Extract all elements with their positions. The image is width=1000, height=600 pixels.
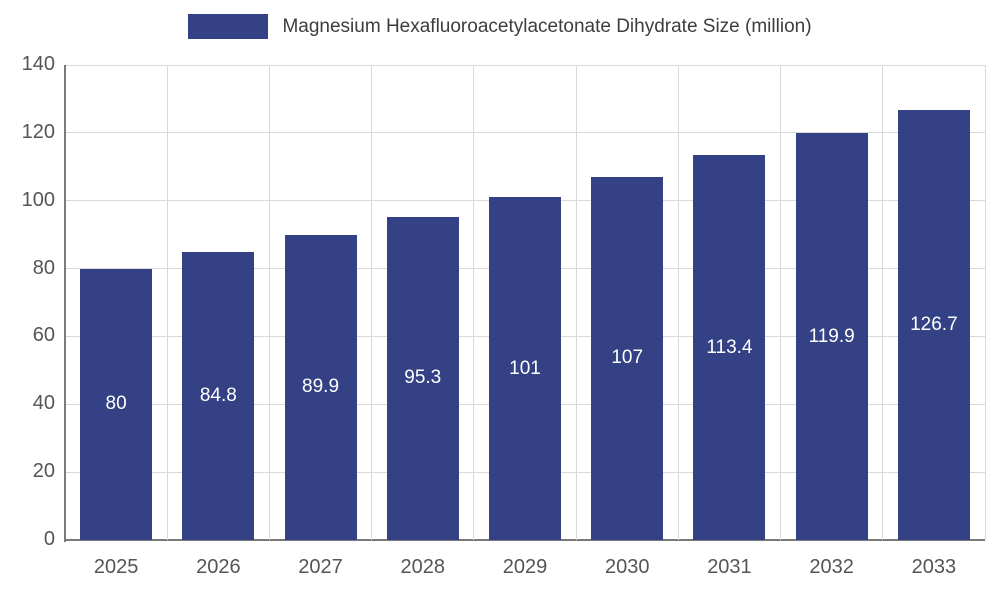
y-tick-label: 120 (21, 120, 55, 143)
y-tick-label: 100 (21, 188, 55, 211)
bar (693, 155, 766, 540)
gridline-horizontal (65, 64, 985, 66)
x-axis-line (65, 539, 985, 541)
bar (897, 110, 970, 540)
legend-swatch (188, 14, 269, 39)
x-tick-label: 2029 (502, 556, 548, 578)
bar-value-label: 89.9 (302, 376, 340, 398)
bar (386, 216, 459, 540)
bar (80, 268, 153, 540)
y-tick-label: 80 (32, 256, 55, 279)
bar (182, 252, 255, 540)
gridline-vertical (984, 65, 986, 540)
gridline-vertical (780, 65, 782, 540)
bar-value-label: 113.4 (706, 336, 753, 358)
gridline-vertical (575, 65, 577, 540)
gridline-vertical (677, 65, 679, 540)
y-tick-label: 0 (43, 528, 55, 550)
bar-value-label: 80 (105, 393, 127, 415)
gridline-vertical (371, 65, 373, 540)
y-tick-label: 60 (32, 324, 55, 347)
gridline-vertical (166, 65, 168, 540)
x-tick-label: 2027 (298, 556, 343, 578)
bar (284, 234, 357, 540)
gridline-vertical (473, 65, 475, 540)
legend: Magnesium Hexafluoroacetylacetonate Dihy… (0, 14, 1000, 39)
y-tick-label: 40 (32, 392, 55, 415)
bar (795, 133, 868, 540)
y-tick-label: 140 (21, 53, 55, 75)
bar-value-label: 107 (611, 347, 644, 369)
x-tick-label: 2025 (93, 556, 139, 578)
gridline-horizontal (65, 132, 985, 134)
x-tick-label: 2028 (400, 556, 446, 578)
bar-value-label: 126.7 (910, 314, 958, 336)
y-tick-label: 20 (32, 460, 55, 483)
bar-value-label: 95.3 (404, 367, 442, 389)
bar (591, 176, 664, 540)
bar (489, 197, 561, 540)
x-tick-label: 2026 (196, 556, 241, 578)
x-tick-label: 2030 (604, 556, 650, 578)
bar-value-label: 101 (509, 357, 541, 379)
gridline-vertical (268, 65, 270, 540)
bar-value-label: 119.9 (808, 325, 855, 347)
x-tick-label: 2032 (809, 556, 854, 578)
y-axis-line (64, 65, 66, 542)
legend-label: Magnesium Hexafluoroacetylacetonate Dihy… (282, 15, 812, 37)
bar-value-label: 84.8 (199, 385, 237, 407)
x-tick-label: 2031 (707, 556, 752, 578)
x-tick-label: 2033 (911, 556, 957, 578)
gridline-vertical (882, 65, 884, 540)
